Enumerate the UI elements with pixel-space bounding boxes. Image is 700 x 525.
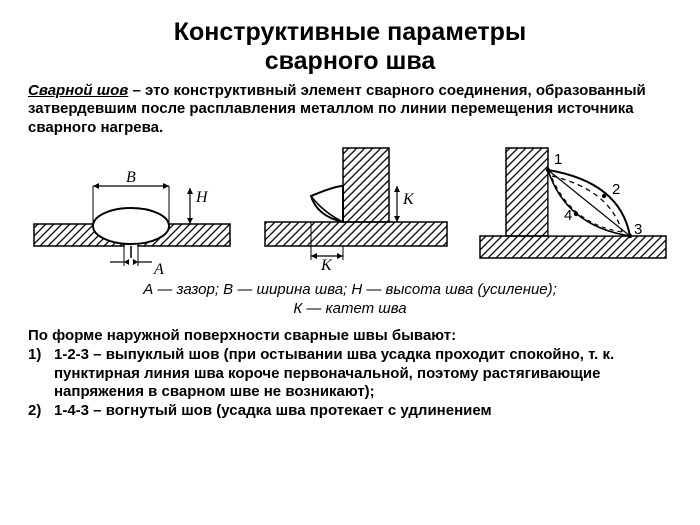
diagram-row: B H A K [28,146,672,276]
label-K-bottom: K [320,257,333,274]
label-p3: 3 [634,221,642,238]
diagram-convex-concave: 1 2 3 4 [472,146,672,276]
label-K-top: K [402,191,415,208]
list-item: 2) 1-4-3 – вогнутый шов (усадка шва прот… [28,402,672,421]
label-A: A [153,261,164,276]
page-title: Конструктивные параметры сварного шва [28,18,672,76]
label-p2: 2 [612,181,620,198]
title-line2: сварного шва [265,47,436,75]
legend: А — зазор; В — ширина шва; Н — высота шв… [28,280,672,319]
list-item: 1) 1-2-3 – выпуклый шов (при остывании ш… [28,346,672,402]
label-p4: 4 [564,207,572,224]
list-item-text: 1-4-3 – вогнутый шов (усадка шва протека… [54,402,672,421]
list-item-text: 1-2-3 – выпуклый шов (при остывании шва … [54,346,672,402]
diagram-butt-weld: B H A [28,146,238,276]
label-p1: 1 [554,151,562,168]
label-B: B [126,169,136,186]
definition-term: Сварной шов [28,82,128,99]
diagram-fillet-weld: K K [255,146,455,276]
legend-line2: К — катет шва [293,300,406,317]
title-line1: Конструктивные параметры [174,18,527,46]
label-H: H [195,189,209,206]
list-heading: По форме наружной поверхности сварные шв… [28,327,672,344]
definition-paragraph: Сварной шов – это конструктивный элемент… [28,82,672,138]
list-item-number: 1) [28,346,54,402]
legend-line1: А — зазор; В — ширина шва; Н — высота шв… [143,281,557,298]
list-item-number: 2) [28,402,54,421]
